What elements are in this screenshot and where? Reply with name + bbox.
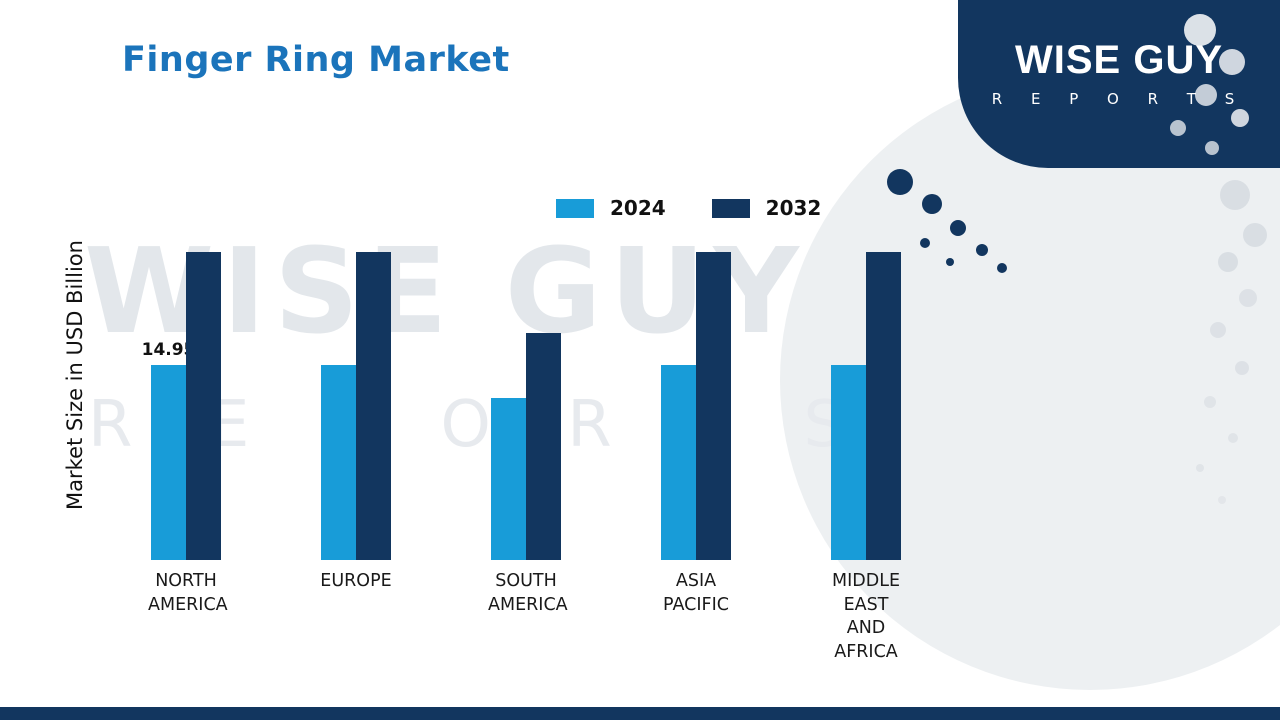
category-label-1: EUROPE <box>320 571 392 591</box>
chart-legend: 2024 2032 <box>556 196 821 220</box>
category-label-2: SOUTH AMERICA <box>488 571 568 615</box>
bar-2024-north-america: 14.95 <box>142 340 195 560</box>
legend-label-2024: 2024 <box>610 196 666 220</box>
legend-item-2032: 2032 <box>711 196 822 220</box>
wiseguy-logo-subtext: R E P O R T S <box>991 90 1247 108</box>
category-label-3: ASIA PACIFIC <box>663 571 729 615</box>
wiseguy-logo-text: WISE GUY <box>1014 38 1224 82</box>
bar-group-1: EUROPE <box>271 234 441 591</box>
bar-2032-europe <box>356 252 391 560</box>
bar-2032-middle-east-and-africa <box>866 252 901 560</box>
bar-value-label: 14.95 <box>141 340 196 360</box>
bar-2024-south-america <box>491 398 526 560</box>
bar-2032-south-america <box>526 333 561 560</box>
bar-group-0: 14.95 NORTH AMERICA <box>101 234 271 615</box>
bar-2032-asia-pacific <box>696 252 731 560</box>
category-label-4: MIDDLE EAST AND AFRICA <box>831 571 901 662</box>
legend-swatch-2032-icon <box>711 198 750 218</box>
bar-group-2: SOUTH AMERICA <box>441 234 611 615</box>
bar-group-4: MIDDLE EAST AND AFRICA <box>781 234 951 662</box>
legend-item-2024: 2024 <box>556 196 666 220</box>
footer-bar <box>0 707 1280 720</box>
bar-2024-asia-pacific <box>661 365 696 560</box>
wiseguy-logo-panel: WISE GUY R E P O R T S <box>958 0 1280 168</box>
bar-2024-middle-east-and-africa <box>831 365 866 560</box>
legend-swatch-2024-icon <box>556 198 594 218</box>
category-label-0: NORTH AMERICA <box>148 571 228 615</box>
bar-group-3: ASIA PACIFIC <box>611 234 781 615</box>
y-axis-label: Market Size in USD Billion <box>63 240 87 510</box>
legend-label-2032: 2032 <box>765 196 822 220</box>
bar-chart-plot-area: 14.95 NORTH AMERICA EUROPE SOUTH AMERICA ASI… <box>101 234 951 662</box>
bar-2024-europe <box>321 365 356 560</box>
bar-2032-north-america <box>186 252 221 560</box>
page-title: Finger Ring Market <box>122 40 510 80</box>
